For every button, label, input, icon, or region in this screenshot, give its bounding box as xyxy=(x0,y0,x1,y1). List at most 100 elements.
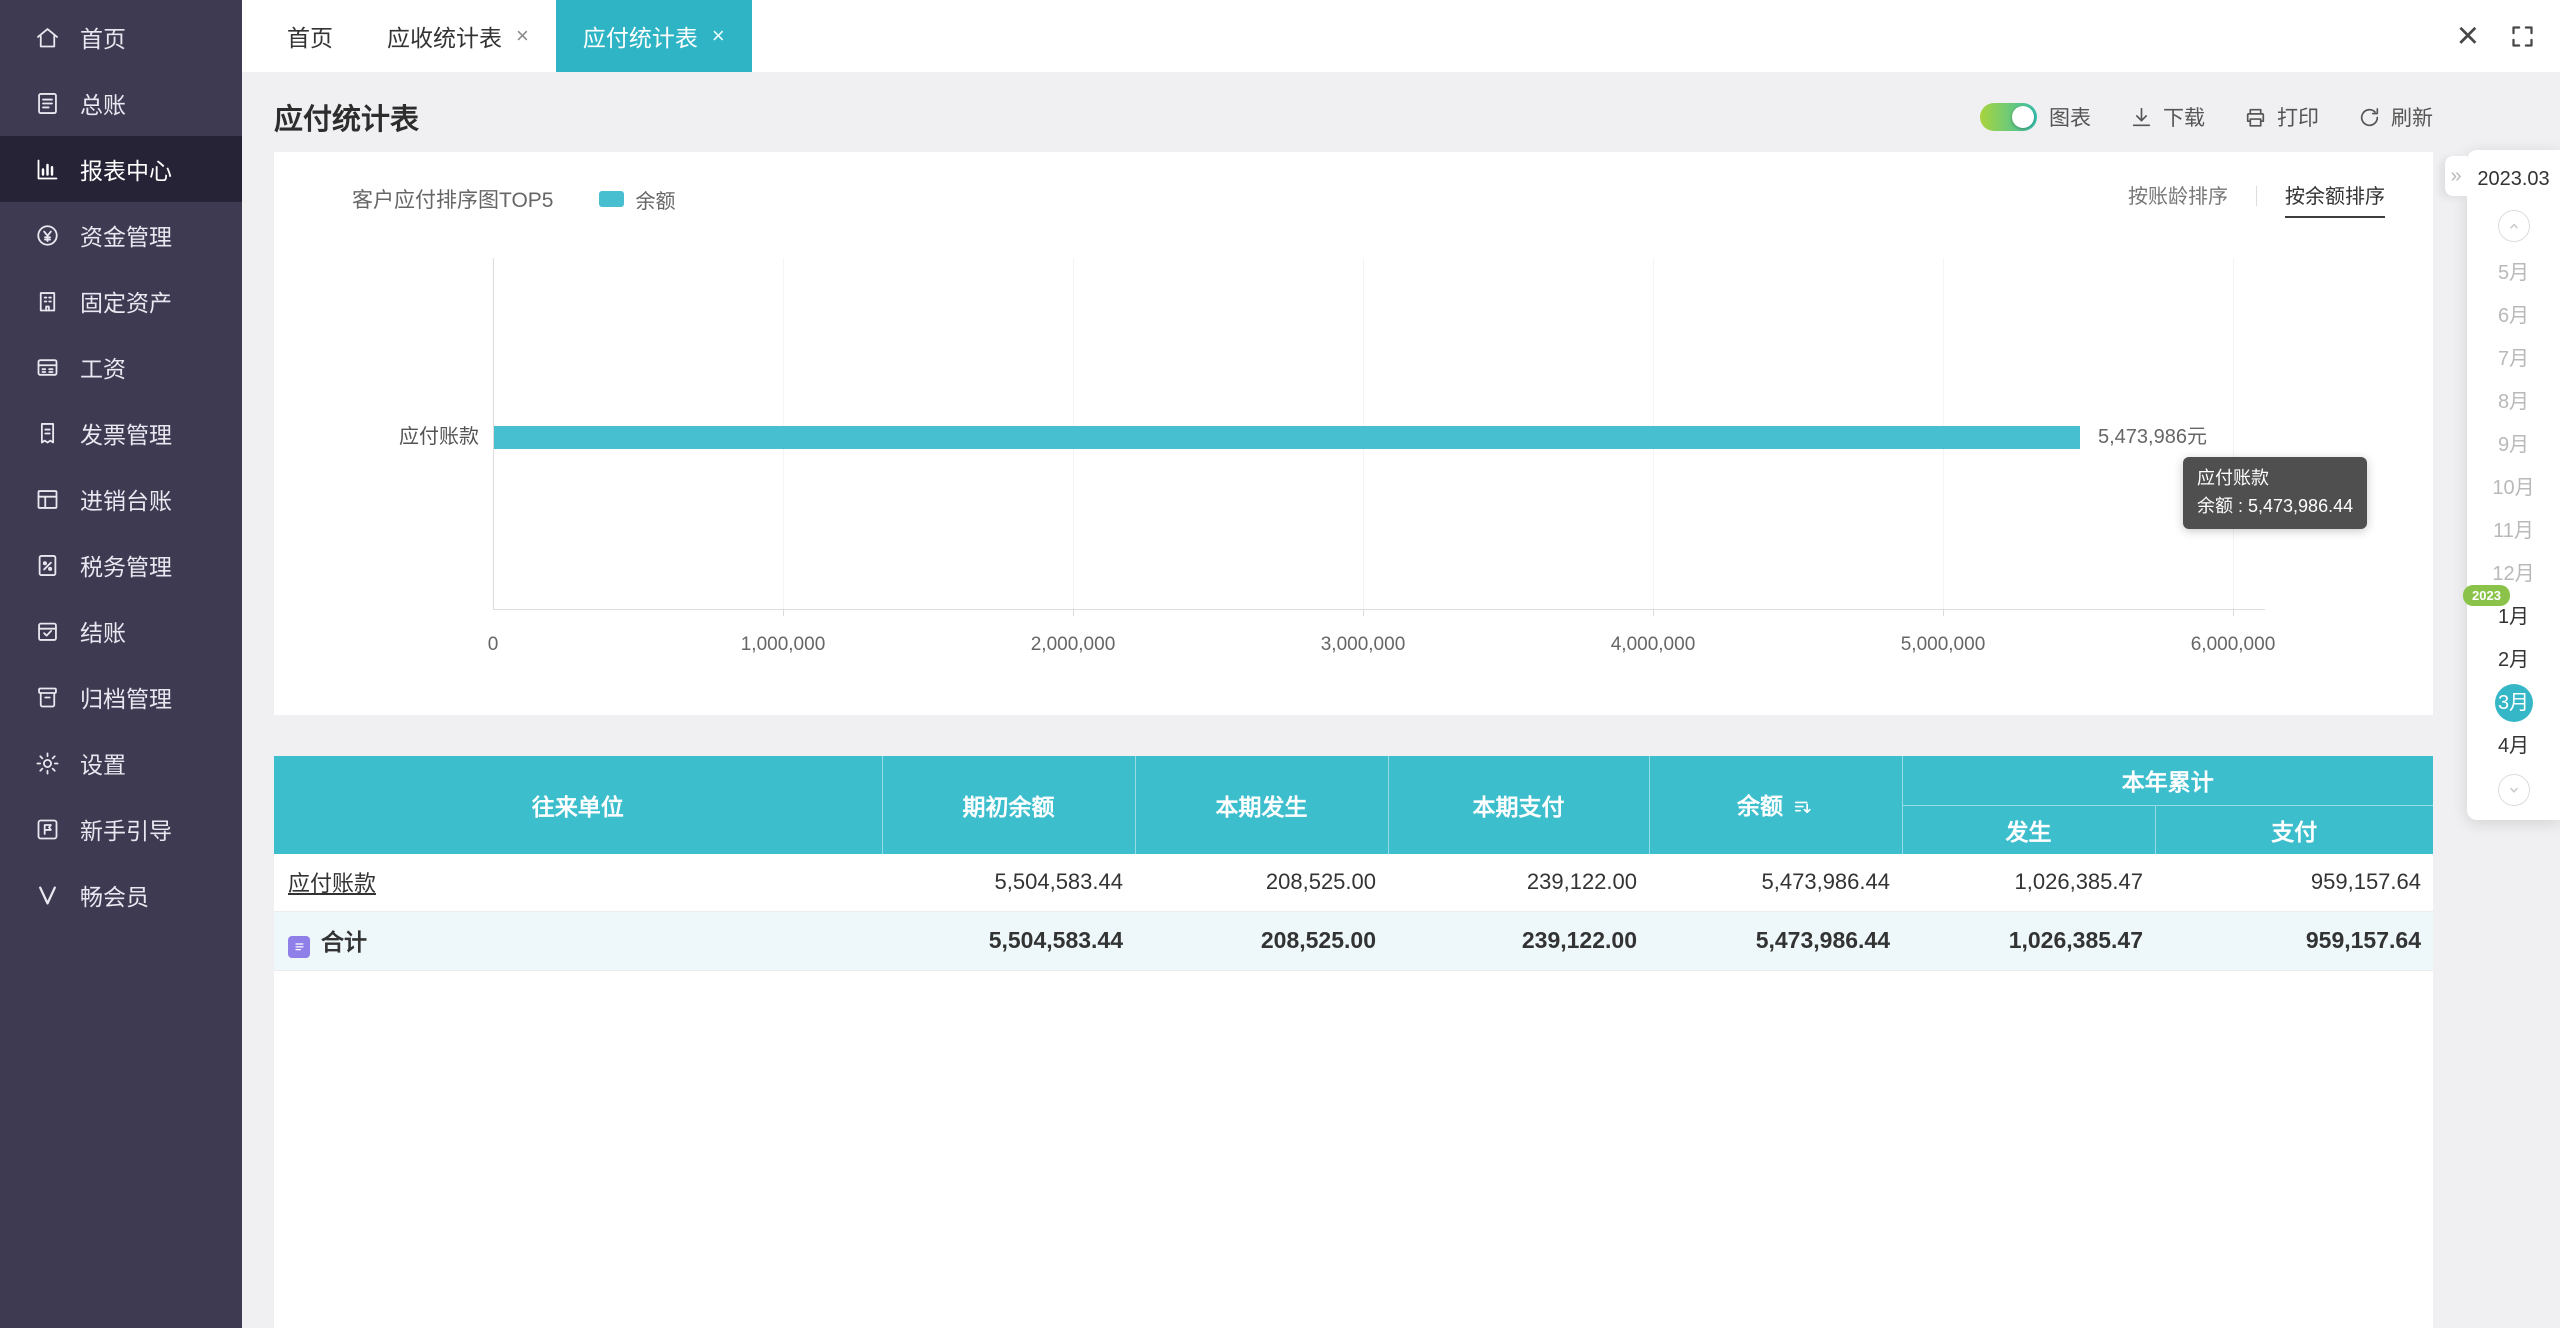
invoice-icon xyxy=(34,420,61,447)
refresh-button[interactable]: 刷新 xyxy=(2357,102,2433,132)
sidebar-item-home[interactable]: 首页 xyxy=(0,4,242,70)
tab-bar: 首页 应收统计表 × 应付统计表 × × xyxy=(242,0,2560,72)
chart-toggle-label: 图表 xyxy=(2049,107,2091,130)
download-button[interactable]: 下载 xyxy=(2129,102,2205,132)
col-header-paid: 本期支付 xyxy=(1387,756,1649,854)
window-buttons: × xyxy=(2457,0,2560,72)
table-row: 应付账款 5,504,583.44 208,525.00 239,122.00 … xyxy=(274,854,2433,912)
month-item[interactable]: 9月 xyxy=(2497,434,2530,456)
sidebar-item-label: 报表中心 xyxy=(80,158,172,184)
sidebar-item-salary[interactable]: 工资 xyxy=(0,334,242,400)
sidebar-item-archive-management[interactable]: 归档管理 xyxy=(0,664,242,730)
cell-total-ytd-incurred: 1,026,385.47 xyxy=(1902,911,2155,971)
col-header-incurred: 本期发生 xyxy=(1134,756,1388,854)
sidebar-item-label: 发票管理 xyxy=(80,422,172,448)
balance-bar[interactable] xyxy=(494,426,2080,449)
month-item[interactable]: 4月 xyxy=(2497,735,2530,757)
sort-icon[interactable] xyxy=(1792,796,1814,824)
close-icon[interactable]: × xyxy=(711,23,725,48)
sort-by-balance-link[interactable]: 按余额排序 xyxy=(2285,180,2385,218)
col-header-ytd-incurred: 发生 xyxy=(1901,804,2155,854)
axis-tick xyxy=(1653,610,1654,616)
close-icon[interactable]: × xyxy=(516,23,529,48)
month-item[interactable]: 8月 xyxy=(2497,391,2530,413)
cell-total-ytd-paid: 959,157.64 xyxy=(2155,911,2433,971)
cell-total-balance: 5,473,986.44 xyxy=(1649,911,1902,971)
sidebar-item-report-center[interactable]: 报表中心 xyxy=(0,136,242,202)
sidebar-item-label: 首页 xyxy=(80,26,126,52)
sidebar-item-fixed-assets[interactable]: 固定资产 xyxy=(0,268,242,334)
chevron-right-icon: » xyxy=(2450,165,2462,187)
month-item[interactable]: 5月 xyxy=(2497,262,2530,284)
month-item[interactable]: 11月 xyxy=(2493,520,2534,542)
gear-icon xyxy=(34,750,61,777)
cell-opening: 5,504,583.44 xyxy=(882,854,1135,912)
sidebar-item-closing[interactable]: 结账 xyxy=(0,598,242,664)
sidebar-item-settings[interactable]: 设置 xyxy=(0,730,242,796)
payables-table: 往来单位 期初余额 本期发生 本期支付 余额 本年累计 发生 支付 xyxy=(274,756,2433,971)
axis-tick xyxy=(2233,610,2234,616)
download-icon xyxy=(2132,107,2151,126)
sidebar-item-general-ledger[interactable]: 总账 xyxy=(0,70,242,136)
chart-tooltip: 应付账款 余额 : 5,473,986.44 xyxy=(2183,457,2368,529)
print-button[interactable]: 打印 xyxy=(2243,102,2319,132)
tooltip-value: 余额 : 5,473,986.44 xyxy=(2197,495,2354,516)
month-item[interactable]: 1月 xyxy=(2497,606,2530,628)
axis-tick xyxy=(1943,610,1944,616)
month-item[interactable]: 10月 xyxy=(2492,477,2535,499)
collapse-handle[interactable]: » xyxy=(2445,156,2467,196)
month-item[interactable]: 7月 xyxy=(2497,348,2530,370)
month-item[interactable]: 12月 xyxy=(2492,563,2535,585)
scroll-up-button[interactable] xyxy=(2497,210,2530,242)
salary-icon xyxy=(34,354,61,381)
sidebar-item-invoice-management[interactable]: 发票管理 xyxy=(0,400,242,466)
closing-icon xyxy=(34,618,61,645)
page-title: 应付统计表 xyxy=(274,104,420,136)
month-item[interactable]: 2月 xyxy=(2497,649,2530,671)
tab-receivables-report[interactable]: 应收统计表 × xyxy=(360,0,556,72)
period-label: 2023.03 xyxy=(2477,168,2550,190)
axis-tick xyxy=(1073,610,1074,616)
sidebar-item-label: 设置 xyxy=(80,752,126,778)
month-item-selected[interactable]: 3月 xyxy=(2467,682,2560,725)
cell-unit: 应付账款 xyxy=(274,854,882,912)
y-axis-line xyxy=(493,258,494,610)
sidebar-item-tax-management[interactable]: 税务管理 xyxy=(0,532,242,598)
month-item[interactable]: 6月 xyxy=(2497,305,2530,327)
sidebar-item-label: 进销台账 xyxy=(80,488,172,514)
x-tick-label: 0 xyxy=(487,634,499,655)
sidebar-item-beginner-guide[interactable]: 新手引导 xyxy=(0,796,242,862)
fullscreen-icon[interactable] xyxy=(2509,23,2536,50)
sidebar-item-label: 税务管理 xyxy=(80,554,172,580)
sidebar-item-trade-ledger[interactable]: 进销台账 xyxy=(0,466,242,532)
close-icon[interactable]: × xyxy=(2456,15,2479,57)
tab-home[interactable]: 首页 xyxy=(260,0,360,72)
tab-payables-report[interactable]: 应付统计表 × xyxy=(555,0,752,72)
sidebar-item-fund-management[interactable]: 资金管理 xyxy=(0,202,242,268)
x-tick-label: 6,000,000 xyxy=(2190,634,2276,655)
month-panel: » 2023.03 5月 6月 7月 8月 9月 10月 11月 12月 1月 … xyxy=(2445,150,2560,820)
sidebar-item-label: 畅会员 xyxy=(80,884,149,910)
scroll-down-button[interactable] xyxy=(2497,774,2530,806)
sort-by-aging-link[interactable]: 按账龄排序 xyxy=(2128,186,2228,208)
col-header-ytd: 本年累计 xyxy=(1901,756,2433,805)
axis-tick xyxy=(783,610,784,616)
member-v-icon xyxy=(34,882,61,909)
tab-label: 应收统计表 xyxy=(387,25,502,51)
sidebar-item-label: 固定资产 xyxy=(80,290,172,316)
fund-icon xyxy=(34,222,61,249)
sidebar-item-member[interactable]: 畅会员 xyxy=(0,862,242,928)
chart-toggle[interactable] xyxy=(1980,103,2037,131)
legend-label[interactable]: 余额 xyxy=(635,190,676,213)
col-header-unit: 往来单位 xyxy=(274,756,882,854)
print-icon xyxy=(2246,108,2265,127)
gridline xyxy=(2233,258,2234,609)
total-row: 合计 5,504,583.44 208,525.00 239,122.00 5,… xyxy=(274,911,2433,971)
fixed-asset-icon xyxy=(34,288,61,315)
toolbar: 图表 下载 打印 刷新 xyxy=(1980,102,2433,132)
unit-link[interactable]: 应付账款 xyxy=(288,871,377,897)
sidebar-item-label: 工资 xyxy=(80,356,126,382)
tab-label: 首页 xyxy=(287,25,333,51)
sidebar-item-label: 归档管理 xyxy=(80,686,172,712)
